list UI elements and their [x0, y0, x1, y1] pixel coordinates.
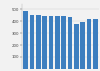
Bar	[36, 15, 41, 69]
Bar	[80, 22, 85, 69]
Bar	[74, 24, 79, 69]
Bar	[93, 19, 98, 69]
Bar	[86, 19, 91, 69]
Bar	[68, 17, 72, 69]
Bar	[23, 11, 28, 69]
Bar	[49, 16, 53, 69]
Bar	[61, 16, 66, 69]
Bar	[42, 16, 47, 69]
Bar	[55, 16, 60, 69]
Bar	[30, 15, 34, 69]
